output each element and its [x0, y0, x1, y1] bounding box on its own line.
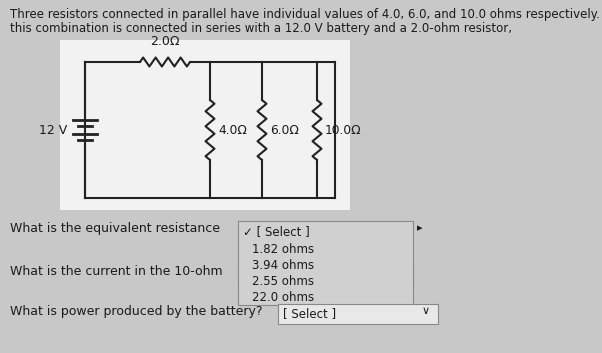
Text: What is the equivalent resistance: What is the equivalent resistance — [10, 222, 220, 235]
Bar — [238, 221, 413, 305]
Text: What is the current in the 10-ohm: What is the current in the 10-ohm — [10, 265, 223, 278]
Text: ∨: ∨ — [422, 306, 430, 316]
Bar — [238, 264, 413, 284]
Text: 10.0Ω: 10.0Ω — [325, 124, 362, 137]
Text: 2.0Ω: 2.0Ω — [150, 35, 180, 48]
Text: [ Select ]: [ Select ] — [283, 307, 336, 320]
Bar — [60, 40, 350, 210]
Text: Three resistors connected in parallel have individual values of 4.0, 6.0, and 10: Three resistors connected in parallel ha… — [10, 8, 602, 21]
Text: What is power produced by the battery?: What is power produced by the battery? — [10, 305, 262, 318]
Text: 2.55 ohms: 2.55 ohms — [252, 275, 314, 288]
Text: 12 V: 12 V — [39, 124, 67, 137]
Bar — [278, 304, 438, 324]
Text: 3.94 ohms: 3.94 ohms — [252, 259, 314, 272]
Text: 6.0Ω: 6.0Ω — [270, 124, 299, 137]
Text: ∨: ∨ — [397, 266, 405, 276]
Text: ▸: ▸ — [417, 223, 423, 233]
Text: 1.82 ohms: 1.82 ohms — [252, 243, 314, 256]
Text: ✓ [ Select ]: ✓ [ Select ] — [243, 225, 310, 238]
Text: 22.0 ohms: 22.0 ohms — [252, 291, 314, 304]
Text: 4.0Ω: 4.0Ω — [218, 124, 247, 137]
Text: this combination is connected in series with a 12.0 V battery and a 2.0-ohm resi: this combination is connected in series … — [10, 22, 512, 35]
